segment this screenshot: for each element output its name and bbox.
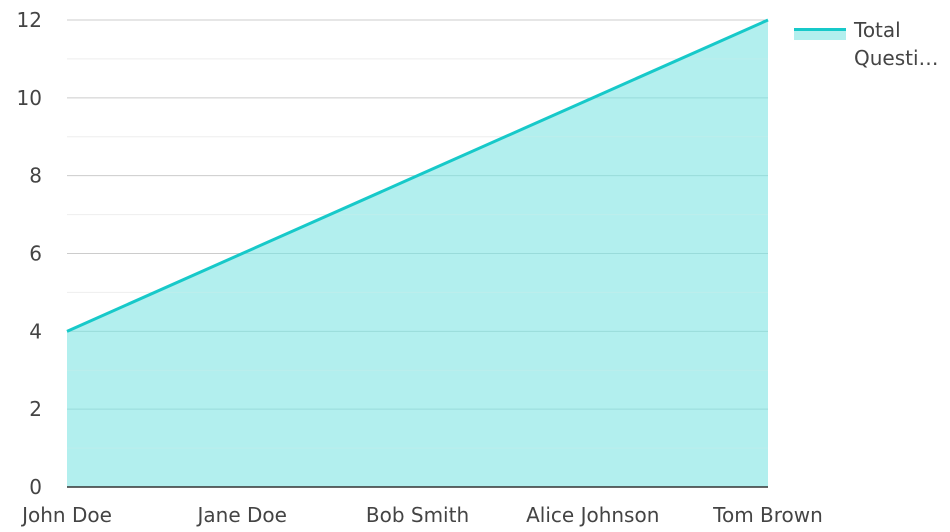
legend-swatch-line: [794, 28, 846, 31]
y-tick-label: 4: [29, 319, 42, 343]
y-tick-label: 8: [29, 164, 42, 188]
x-tick-label: John Doe: [20, 503, 112, 527]
y-tick-label: 6: [29, 242, 42, 266]
y-tick-label: 12: [17, 8, 42, 32]
x-tick-label: Bob Smith: [366, 503, 469, 527]
y-tick-label: 10: [17, 86, 42, 110]
x-tick-label: Tom Brown: [712, 503, 823, 527]
legend-swatch: [794, 28, 846, 40]
legend: Total Questi…: [794, 16, 950, 72]
y-tick-label: 0: [29, 475, 42, 499]
legend-label-total-questions: Total Questi…: [854, 16, 950, 72]
y-tick-label: 2: [29, 397, 42, 421]
legend-swatch-fill: [794, 30, 846, 40]
x-tick-label: Alice Johnson: [526, 503, 659, 527]
x-tick-label: Jane Doe: [196, 503, 287, 527]
